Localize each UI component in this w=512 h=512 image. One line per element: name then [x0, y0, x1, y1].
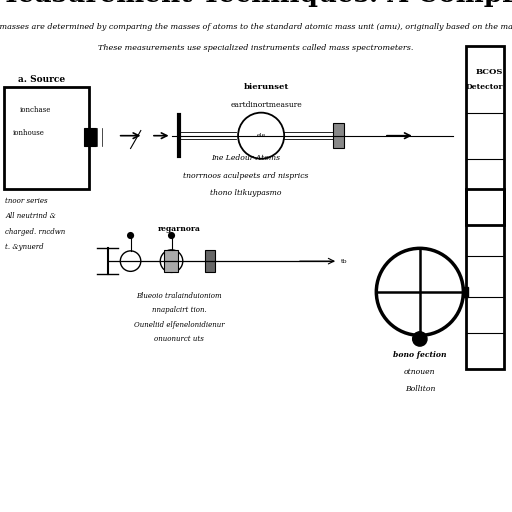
Text: Bolliton: Bolliton: [404, 385, 435, 393]
Text: charged. rncdwn: charged. rncdwn: [5, 228, 66, 236]
Text: tb: tb: [340, 259, 347, 264]
Bar: [333, 123, 344, 148]
Text: All neutrind &: All neutrind &: [5, 212, 56, 221]
Text: bono fection: bono fection: [393, 351, 446, 359]
Text: Ine Ledour Atoms: Ine Ledour Atoms: [211, 154, 280, 162]
Bar: [84, 128, 96, 146]
Text: Atomic Mass Measurement Techniques: A Comprehensive Guide: Atomic Mass Measurement Techniques: A Co…: [0, 0, 512, 7]
Bar: [164, 250, 178, 272]
Text: ionhouse: ionhouse: [12, 129, 44, 137]
Bar: [205, 250, 215, 272]
Circle shape: [168, 232, 175, 239]
Text: Ouneliid elfenelonidienur: Ouneliid elfenelonidienur: [134, 321, 225, 329]
Text: eartdinortmeasure: eartdinortmeasure: [230, 101, 302, 109]
Text: a. Source: a. Source: [18, 75, 65, 84]
Text: tnoor series: tnoor series: [5, 197, 48, 205]
Text: tnorrnoos aculpeets ard nisprics: tnorrnoos aculpeets ard nisprics: [183, 172, 308, 180]
Text: Blueoio tralainduioniom: Blueoio tralainduioniom: [136, 292, 222, 300]
Text: thono ltikuypasmo: thono ltikuypasmo: [210, 189, 282, 198]
Text: regarnora: regarnora: [158, 225, 201, 233]
Circle shape: [127, 232, 134, 239]
Text: ele: ele: [257, 133, 266, 138]
Circle shape: [413, 332, 427, 346]
Text: These measurements use specialized instruments called mass spectrometers.: These measurements use specialized instr…: [98, 44, 414, 52]
Bar: [466, 46, 504, 225]
Text: Detector: Detector: [465, 83, 503, 91]
Text: t. &ynuerd: t. &ynuerd: [5, 243, 44, 251]
Text: onuonurct uts: onuonurct uts: [154, 335, 204, 343]
Text: bierunset: bierunset: [244, 83, 289, 91]
Bar: [4, 87, 89, 189]
Text: nnapalcirt tion.: nnapalcirt tion.: [152, 306, 206, 314]
Text: Relative atomic masses are determined by comparing the masses of atoms to the st: Relative atomic masses are determined by…: [0, 23, 512, 31]
Bar: [466, 189, 504, 369]
Text: otnouen: otnouen: [404, 368, 436, 376]
Text: BCOS: BCOS: [475, 68, 503, 76]
Bar: [463, 287, 468, 297]
Text: ionchase: ionchase: [20, 106, 52, 114]
